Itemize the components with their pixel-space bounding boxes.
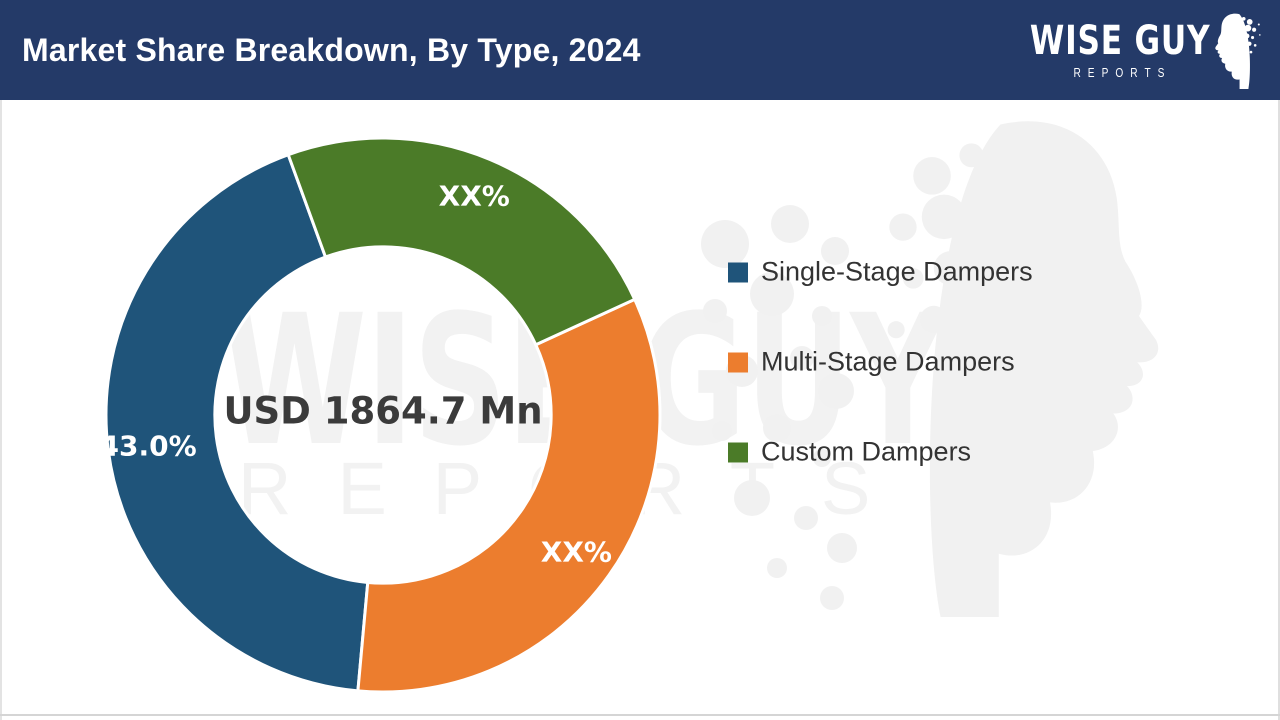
watermark-face: [701, 121, 1159, 617]
logo-text: WISE GUY REPORTS: [1030, 21, 1210, 80]
page-title: Market Share Breakdown, By Type, 2024: [22, 31, 641, 68]
donut-slice: [104, 152, 370, 693]
header: Market Share Breakdown, By Type, 2024 WI…: [0, 0, 1280, 100]
donut-slice: [286, 136, 637, 347]
legend-item: Multi-Stage Dampers: [728, 347, 1015, 378]
logo: WISE GUY REPORTS: [979, 9, 1264, 91]
legend-item: Single-Stage Dampers: [728, 257, 1033, 288]
slice-label: 43.0%: [99, 429, 197, 462]
legend-swatch: [728, 262, 748, 282]
legend-swatch: [728, 352, 748, 372]
legend-label: Single-Stage Dampers: [761, 256, 1033, 287]
legend-label: Custom Dampers: [761, 436, 972, 467]
logo-subtitle: REPORTS: [1073, 64, 1172, 80]
legend-label: Multi-Stage Dampers: [761, 346, 1015, 377]
bottom-divider: [0, 714, 1280, 716]
logo-face-icon: [1215, 13, 1261, 89]
slice-label: XX%: [438, 179, 510, 213]
logo-name: WISE GUY: [1029, 17, 1210, 64]
donut-chart: [104, 136, 662, 694]
donut-center-label: USD 1864.7 Mn: [223, 389, 543, 433]
legend-item: Custom Dampers: [728, 437, 971, 468]
slice-label: XX%: [540, 535, 612, 569]
legend-swatch: [728, 442, 748, 462]
donut-slice: [356, 297, 662, 694]
